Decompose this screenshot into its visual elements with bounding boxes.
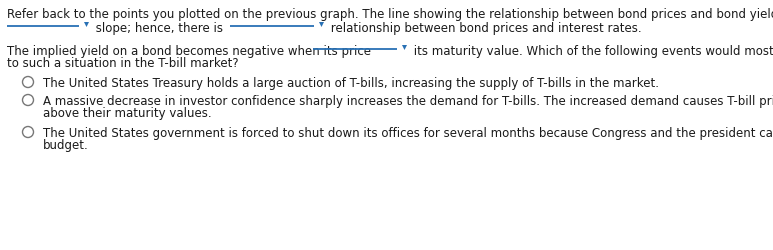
Polygon shape [84,22,89,27]
Polygon shape [402,45,407,50]
Text: above their maturity values.: above their maturity values. [43,107,212,120]
Text: A massive decrease in investor confidence sharply increases the demand for T-bil: A massive decrease in investor confidenc… [43,95,773,108]
Text: relationship between bond prices and interest rates.: relationship between bond prices and int… [327,22,642,35]
Text: to such a situation in the T-bill market?: to such a situation in the T-bill market… [7,57,239,70]
Text: The implied yield on a bond becomes negative when its price: The implied yield on a bond becomes nega… [7,45,371,58]
Text: Refer back to the points you plotted on the previous graph. The line showing the: Refer back to the points you plotted on … [7,8,773,21]
Polygon shape [319,22,324,27]
Text: slope; hence, there is: slope; hence, there is [92,22,223,35]
Text: its maturity value. Which of the following events would most likely lead: its maturity value. Which of the followi… [410,45,773,58]
Text: budget.: budget. [43,139,89,152]
Text: The United States Treasury holds a large auction of T-bills, increasing the supp: The United States Treasury holds a large… [43,77,659,90]
Text: The United States government is forced to shut down its offices for several mont: The United States government is forced t… [43,127,773,140]
